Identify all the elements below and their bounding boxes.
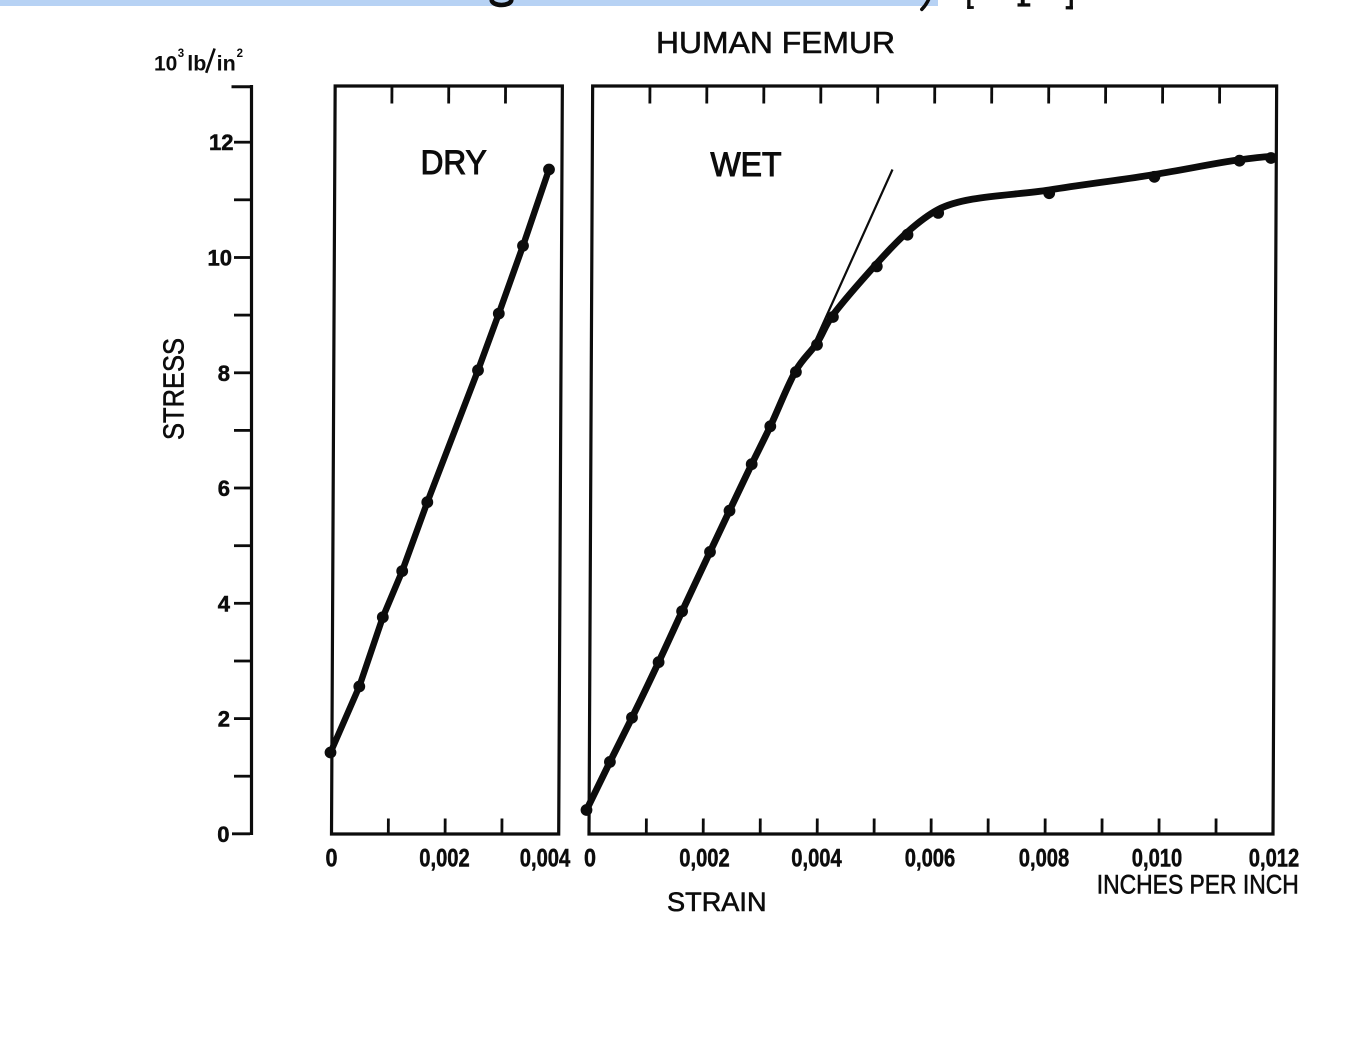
svg-text:0,002: 0,002: [679, 845, 730, 873]
svg-text:10: 10: [208, 246, 232, 271]
svg-text:2: 2: [218, 707, 230, 732]
svg-text:STRAIN: STRAIN: [667, 887, 767, 917]
svg-text:3: 3: [178, 48, 184, 60]
svg-text:0: 0: [326, 845, 338, 873]
svg-text:HUMAN FEMUR: HUMAN FEMUR: [656, 25, 895, 60]
svg-text:0,006: 0,006: [905, 845, 956, 873]
svg-text:10: 10: [154, 52, 177, 75]
svg-text:0,002: 0,002: [419, 845, 470, 873]
svg-text:0,008: 0,008: [1019, 845, 1070, 873]
svg-text:8: 8: [218, 361, 230, 386]
svg-text:WET: WET: [711, 146, 782, 184]
svg-text:0,004: 0,004: [791, 845, 842, 873]
svg-text:in: in: [217, 51, 236, 75]
svg-text:2: 2: [237, 48, 243, 60]
svg-text:DRY: DRY: [421, 144, 487, 182]
svg-text:INCHES PER INCH: INCHES PER INCH: [1097, 870, 1299, 900]
svg-text:0: 0: [584, 845, 596, 873]
svg-text:12: 12: [209, 130, 233, 155]
svg-text:6: 6: [218, 476, 230, 501]
svg-text:lb: lb: [187, 51, 206, 75]
svg-text:STRESS: STRESS: [159, 338, 191, 440]
svg-text:0,004: 0,004: [520, 845, 571, 873]
svg-text:4: 4: [218, 591, 231, 616]
svg-text:0,010: 0,010: [1132, 845, 1183, 873]
svg-text:0: 0: [217, 822, 229, 847]
svg-text:0,012: 0,012: [1249, 845, 1300, 873]
